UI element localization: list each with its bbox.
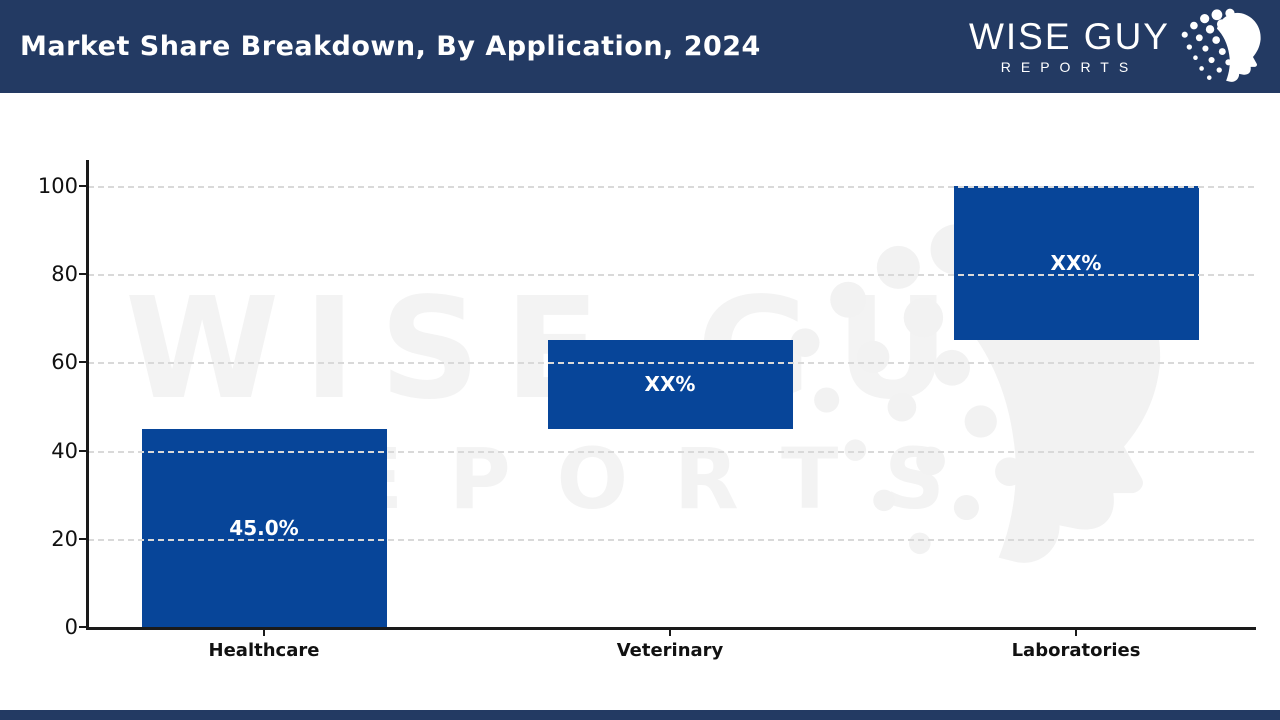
brand-logo-text: WISE GUY REPORTS [968,16,1170,75]
wise-guy-face-icon [1174,7,1266,87]
x-axis-line [86,627,1256,630]
x-tick-mark [669,629,671,636]
bar-veterinary [547,340,793,429]
y-tick-label: 20 [51,526,78,551]
y-tick-label: 0 [64,615,78,639]
header-bar: Market Share Breakdown, By Application, … [0,0,1280,93]
y-tick-label: 80 [51,262,78,287]
page-title: Market Share Breakdown, By Application, … [20,31,761,62]
x-category-label: Veterinary [616,640,724,661]
bar-value-label: XX% [1050,251,1102,276]
x-category-label: Healthcare [208,640,320,661]
y-tick-mark [79,537,87,540]
gridline-100 [88,186,1254,188]
y-tick-label: 40 [51,438,78,463]
brand-name: WISE GUY [968,16,1170,58]
brand-tagline: REPORTS [1000,58,1139,75]
gridline-60 [88,362,1254,365]
y-tick-mark [79,626,87,628]
bar-healthcare [141,428,387,627]
y-tick-mark [79,273,87,276]
y-axis-line [86,160,89,629]
footer-bar [0,710,1280,720]
y-tick-mark [79,185,87,187]
y-tick-label: 60 [51,350,78,375]
brand-logo: WISE GUY REPORTS [969,7,1280,87]
x-tick-mark [263,629,265,636]
gridline-80 [88,274,1254,277]
y-tick-label: 100 [37,174,78,198]
bar-value-label: XX% [644,372,696,397]
y-tick-mark [79,449,87,452]
bar-value-label: 45.0% [229,515,299,540]
y-tick-mark [79,361,87,364]
x-tick-mark [1075,629,1077,636]
gridline-20 [88,538,1254,541]
gridline-40 [88,450,1254,453]
x-category-label: Laboratories [1011,640,1141,661]
